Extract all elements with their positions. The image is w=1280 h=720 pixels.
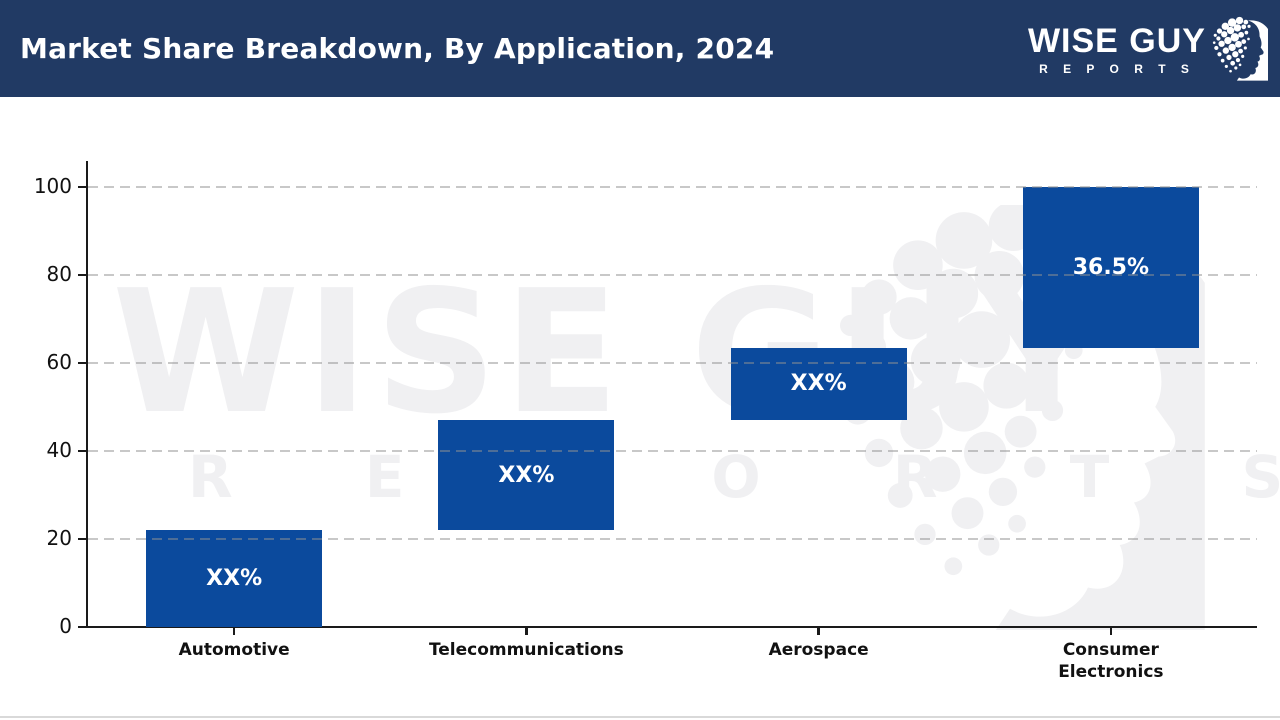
y-tick-label: 60: [46, 350, 72, 374]
x-category-label: Automotive: [104, 639, 364, 661]
y-tick-label: 100: [33, 174, 72, 198]
y-tick-mark: [78, 361, 87, 365]
bar-automotive: XX%: [146, 530, 323, 627]
y-axis-line: [86, 161, 89, 627]
x-axis-line: [86, 625, 1257, 628]
x-tick-mark: [232, 627, 236, 635]
y-tick-label: 40: [46, 438, 72, 462]
bar-value-label: 36.5%: [1072, 254, 1150, 280]
wiseguy-logo-text: WISE GUY R E P O R T S: [1028, 23, 1206, 76]
x-tick-mark: [817, 627, 820, 635]
header: Market Share Breakdown, By Application, …: [0, 0, 1280, 97]
bottom-border-line: [0, 716, 1280, 718]
bar-consumer-electronics: 36.5%: [1022, 187, 1199, 348]
y-tick-mark: [78, 537, 87, 541]
y-tick-label: 0: [59, 614, 72, 638]
bar-telecommunications: XX%: [438, 420, 615, 531]
watermark-subtitle: R E P O R T S: [188, 443, 1280, 511]
y-tick-mark: [78, 185, 87, 189]
wiseguy-face-icon: [1210, 13, 1268, 85]
y-tick-mark: [78, 449, 87, 453]
x-category-label-line: Telecommunications: [428, 640, 624, 660]
x-category-label-line: Consumer: [1062, 640, 1159, 660]
bar-value-label: XX%: [206, 566, 263, 592]
wiseguy-logo: WISE GUY R E P O R T S: [1028, 8, 1268, 90]
chart-title: Market Share Breakdown, By Application, …: [20, 32, 775, 65]
x-category-label-line: Electronics: [1058, 662, 1164, 682]
grid-line-100: [88, 186, 1257, 188]
x-category-label: Aerospace: [689, 639, 949, 661]
grid-line-20: [88, 538, 1257, 540]
y-tick-label: 20: [46, 526, 72, 550]
bar-value-label: XX%: [790, 371, 847, 397]
y-tick-mark: [78, 273, 87, 277]
x-category-label-line: Aerospace: [768, 640, 869, 660]
bar-aerospace: XX%: [730, 347, 907, 421]
bar-value-label: XX%: [498, 462, 555, 488]
y-tick-mark: [78, 625, 87, 629]
grid-line-40: [88, 450, 1257, 452]
x-category-label: Consumer Electronics: [981, 639, 1241, 683]
logo-subtitle: R E P O R T S: [1039, 61, 1195, 76]
grid-line-60: [88, 362, 1257, 364]
x-tick-mark: [525, 627, 528, 635]
x-tick-mark: [1109, 627, 1113, 635]
y-tick-label: 80: [46, 262, 72, 286]
x-category-label-line: Automotive: [178, 640, 290, 660]
logo-name: WISE GUY: [1027, 21, 1206, 60]
grid-line-80: [88, 274, 1257, 276]
x-category-label: Telecommunications: [396, 639, 656, 661]
